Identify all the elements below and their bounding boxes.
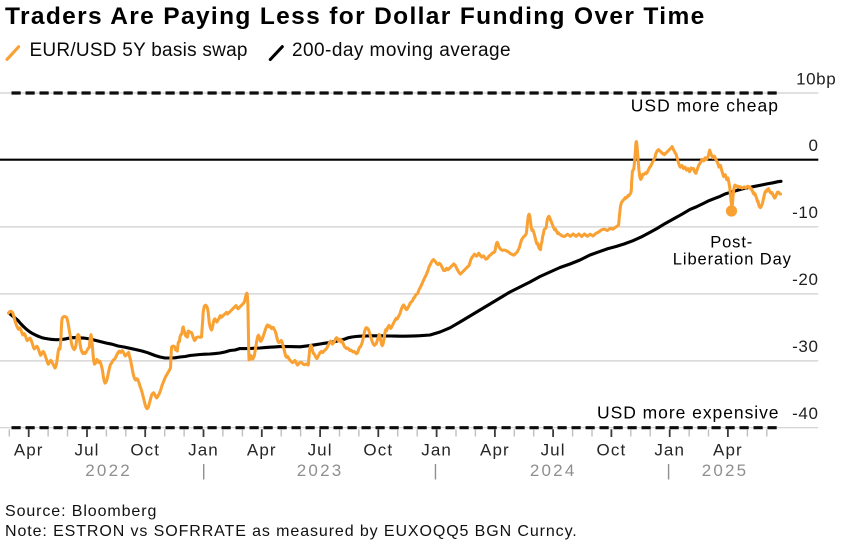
svg-text:2023: 2023 [297,461,344,480]
svg-text:Apr: Apr [480,441,510,460]
svg-text:-10: -10 [792,203,818,222]
svg-text:Jan: Jan [188,441,219,460]
svg-text:Oct: Oct [363,441,393,460]
svg-text:Jan: Jan [421,441,452,460]
svg-text:Oct: Oct [130,441,160,460]
svg-text:Jan: Jan [654,441,685,460]
svg-text:Jul: Jul [308,441,333,460]
svg-text:-30: -30 [792,337,818,356]
svg-text:Jul: Jul [74,441,99,460]
svg-text:Post-: Post- [710,233,753,251]
svg-text:|: | [666,461,673,480]
svg-text:Oct: Oct [597,441,627,460]
svg-text:|: | [433,461,440,480]
svg-text:0: 0 [808,136,818,155]
svg-text:USD more cheap: USD more cheap [631,95,779,115]
svg-text:2025: 2025 [702,461,749,480]
svg-text:-20: -20 [792,270,818,289]
svg-text:USD more expensive: USD more expensive [597,402,779,422]
svg-text:Apr: Apr [14,441,44,460]
svg-text:Apr: Apr [713,441,743,460]
svg-text:|: | [201,461,208,480]
svg-text:2024: 2024 [530,461,577,480]
svg-text:2022: 2022 [85,461,132,480]
svg-text:10bp: 10bp [796,69,836,88]
svg-text:Apr: Apr [247,441,277,460]
svg-text:-40: -40 [792,404,818,423]
svg-text:Jul: Jul [541,441,566,460]
svg-text:Liberation Day: Liberation Day [673,251,792,269]
